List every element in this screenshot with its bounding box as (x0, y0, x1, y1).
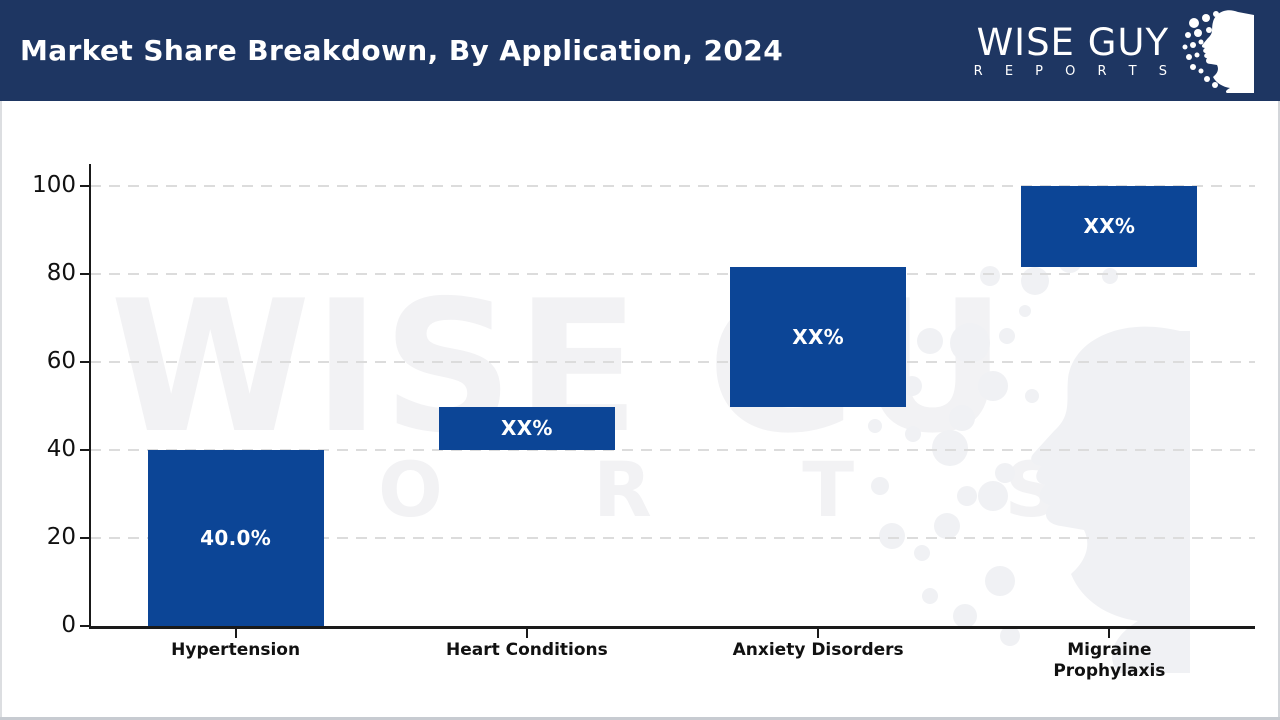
page-title: Market Share Breakdown, By Application, … (20, 34, 784, 67)
bar-value-label: XX% (792, 324, 845, 349)
bar-value-label: XX% (1083, 214, 1136, 239)
y-tick-60 (80, 361, 89, 363)
x-axis-label-1: Heart Conditions (445, 640, 608, 660)
x-tick-1 (525, 629, 528, 638)
chart-area: WISE GU P O R T S 0 20 40 60 80 100 40.0% Hyper… (0, 101, 1280, 717)
logo-text: WISE GUY R E P O R T S (970, 24, 1176, 78)
bar-value-label: XX% (500, 416, 553, 441)
y-axis-label-20: 20 (46, 524, 76, 550)
gridline-20 (90, 537, 1255, 539)
wise-guy-logo: WISE GUY R E P O R T S (970, 9, 1254, 93)
x-axis-line (89, 626, 1255, 629)
bottom-strip (0, 717, 1280, 720)
y-tick-20 (80, 537, 89, 539)
y-axis-label-0: 0 (61, 612, 76, 638)
gridline-80 (90, 273, 1255, 275)
logo-face-icon (1182, 9, 1254, 93)
y-axis-line (89, 164, 91, 629)
y-tick-80 (80, 273, 89, 275)
y-tick-40 (80, 449, 89, 451)
header: Market Share Breakdown, By Application, … (0, 0, 1280, 101)
y-axis-label-80: 80 (46, 260, 76, 286)
y-tick-0 (80, 625, 89, 627)
y-axis-label-100: 100 (32, 172, 76, 198)
gridline-60 (90, 361, 1255, 363)
gridline-100 (90, 185, 1255, 187)
x-tick-3 (1108, 629, 1111, 638)
logo-subtitle: R E P O R T S (973, 63, 1176, 79)
bar-value-label: 40.0% (200, 526, 272, 550)
y-tick-100 (80, 185, 89, 187)
bar-heart-conditions: XX% (438, 406, 615, 450)
x-axis-label-3: Migraine Prophylaxis (1053, 640, 1166, 682)
logo-wordmark: WISE GUY (976, 20, 1170, 64)
bar-anxiety-disorders: XX% (730, 266, 907, 407)
x-axis-label-2: Anxiety Disorders (732, 640, 904, 660)
y-axis-label-40: 40 (46, 436, 76, 462)
bar-hypertension: 40.0% (147, 450, 324, 626)
x-axis-label-0: Hypertension (171, 640, 301, 660)
bar-migraine-prophylaxis: XX% (1021, 186, 1198, 267)
y-axis-label-60: 60 (46, 348, 76, 374)
gridline-40 (90, 449, 1255, 451)
x-tick-0 (234, 629, 237, 638)
x-tick-2 (817, 629, 820, 638)
watermark-face-icon (868, 249, 1190, 673)
